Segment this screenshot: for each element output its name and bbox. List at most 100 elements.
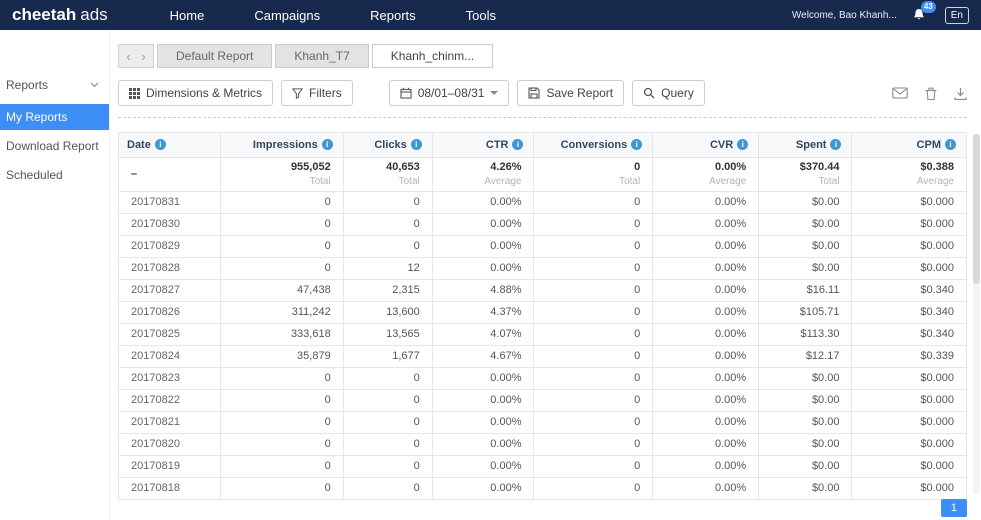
save-report-button[interactable]: Save Report [517,80,625,106]
notifications-bell-button[interactable]: 43 [912,1,936,22]
total-date-cell: – [118,157,221,192]
tab-khanh-t7[interactable]: Khanh_T7 [275,44,369,68]
table-row[interactable]: 20170829 0 0 0.00% 0 0.00% $0.00 $0.000 [118,235,967,258]
ctr-cell: 4.67% [431,345,535,368]
table-row[interactable]: 20170819 0 0 0.00% 0 0.00% $0.00 $0.000 [118,455,967,478]
ctr-cell: 0.00% [431,411,535,434]
date-range-button[interactable]: 08/01–08/31 [388,80,510,106]
language-selector[interactable]: En [944,6,969,24]
date-cell: 20170824 [118,345,221,368]
info-icon[interactable] [410,139,422,150]
cvr-cell: 0.00% [652,235,760,258]
conversions-cell: 0 [533,345,654,368]
impressions-cell: 311,242 [219,301,344,324]
column-header-cvr: CVR [652,132,760,158]
brand-bold: cheetah [12,5,77,24]
table-row[interactable]: 20170827 47,438 2,315 4.88% 0 0.00% $16.… [118,279,967,302]
welcome-label: Welcome, [791,9,837,21]
date-cell: 20170830 [118,213,221,236]
cpm-cell: $0.000 [851,191,967,214]
download-report-button[interactable] [954,87,967,100]
page-1-button[interactable]: 1 [940,499,967,517]
tabs-scroll-left-button[interactable]: ‹ [126,48,131,64]
report-toolbar: Dimensions & Metrics Filters 08/01–08/31… [118,80,967,106]
dimensions-metrics-button[interactable]: Dimensions & Metrics [118,80,274,106]
impressions-cell: 0 [219,367,344,390]
table-row[interactable]: 20170830 0 0 0.00% 0 0.00% $0.00 $0.000 [118,213,967,236]
column-header-ctr: CTR [431,132,535,158]
table-row[interactable]: 20170828 0 12 0.00% 0 0.00% $0.00 $0.000 [118,257,967,280]
ctr-cell: 0.00% [431,191,535,214]
query-button[interactable]: Query [632,80,705,106]
filters-button[interactable]: Filters [281,80,353,106]
table-row[interactable]: 20170821 0 0 0.00% 0 0.00% $0.00 $0.000 [118,411,967,434]
report-table-body: – 955,052 Total 40,653 Total 4.26% Average … [118,157,967,500]
sidebar-item-my-reports[interactable]: My Reports [0,104,109,130]
notification-badge: 43 [920,1,936,13]
table-row[interactable]: 20170822 0 0 0.00% 0 0.00% $0.00 $0.000 [118,389,967,412]
cvr-cell: 0.00% [652,257,760,280]
sidebar-item-download-report[interactable]: Download Report [6,139,99,153]
table-row[interactable]: 20170818 0 0 0.00% 0 0.00% $0.00 $0.000 [118,477,967,500]
scrollbar-thumb[interactable] [973,134,980,284]
total-row: – 955,052 Total 40,653 Total 4.26% Average … [118,157,967,192]
toolbar-right-icons [892,87,967,100]
vertical-scrollbar[interactable] [973,134,980,494]
report-tabs: ‹ › Default Report Khanh_T7 Khanh_chinm.… [118,44,981,68]
table-row[interactable]: 20170826 311,242 13,600 4.37% 0 0.00% $1… [118,301,967,324]
info-icon[interactable] [512,139,524,150]
spent-cell: $113.30 [758,323,853,346]
clicks-cell: 13,565 [342,323,433,346]
sidebar-item-scheduled[interactable]: Scheduled [6,168,63,182]
delete-report-button[interactable] [925,87,937,100]
clicks-cell: 13,600 [342,301,433,324]
table-row[interactable]: 20170823 0 0 0.00% 0 0.00% $0.00 $0.000 [118,367,967,390]
table-row[interactable]: 20170831 0 0 0.00% 0 0.00% $0.00 $0.000 [118,191,967,214]
report-table: Date Impressions Clicks CTR Conversions … [118,132,967,500]
spent-cell: $105.71 [758,301,853,324]
ctr-cell: 0.00% [431,455,535,478]
cvr-cell: 0.00% [652,191,760,214]
username[interactable]: Bao Khanh... [838,9,897,21]
total-cpm-cell: $0.388 Average [851,157,967,192]
spent-cell: $16.11 [758,279,853,302]
conversions-cell: 0 [533,411,654,434]
conversions-cell: 0 [533,367,654,390]
ctr-cell: 0.00% [431,257,535,280]
nav-tools[interactable]: Tools [465,7,497,23]
info-icon[interactable] [737,139,749,150]
sidebar-section-reports[interactable]: Reports [0,72,109,104]
date-cell: 20170822 [118,389,221,412]
table-row[interactable]: 20170825 333,618 13,565 4.07% 0 0.00% $1… [118,323,967,346]
tab-khanh-chinm[interactable]: Khanh_chinm... [371,44,494,68]
brand-logo[interactable]: cheetah ads [12,5,108,25]
cpm-cell: $0.340 [851,323,967,346]
ctr-cell: 0.00% [431,477,535,500]
impressions-cell: 0 [219,389,344,412]
conversions-cell: 0 [533,213,654,236]
tabs-scroll-right-button[interactable]: › [141,48,146,64]
info-icon[interactable] [154,139,166,150]
tab-default-report[interactable]: Default Report [157,44,273,68]
nav-reports[interactable]: Reports [370,7,416,23]
filters-label: Filters [309,86,342,100]
table-row[interactable]: 20170820 0 0 0.00% 0 0.00% $0.00 $0.000 [118,433,967,456]
dashed-divider [118,117,967,118]
save-icon [528,87,540,99]
impressions-cell: 35,879 [219,345,344,368]
nav-campaigns[interactable]: Campaigns [254,7,321,23]
ctr-cell: 0.00% [431,235,535,258]
cpm-cell: $0.000 [851,455,967,478]
info-icon[interactable] [631,139,643,150]
cpm-cell: $0.000 [851,367,967,390]
nav-home[interactable]: Home [169,7,205,23]
email-report-button[interactable] [892,87,908,99]
table-row[interactable]: 20170824 35,879 1,677 4.67% 0 0.00% $12.… [118,345,967,368]
grid-icon [129,87,140,99]
info-icon[interactable] [830,139,842,150]
info-icon[interactable] [321,139,333,150]
info-icon[interactable] [945,139,956,150]
cvr-cell: 0.00% [652,323,760,346]
total-ctr-cell: 4.26% Average [431,157,535,192]
total-spent-cell: $370.44 Total [758,157,853,192]
